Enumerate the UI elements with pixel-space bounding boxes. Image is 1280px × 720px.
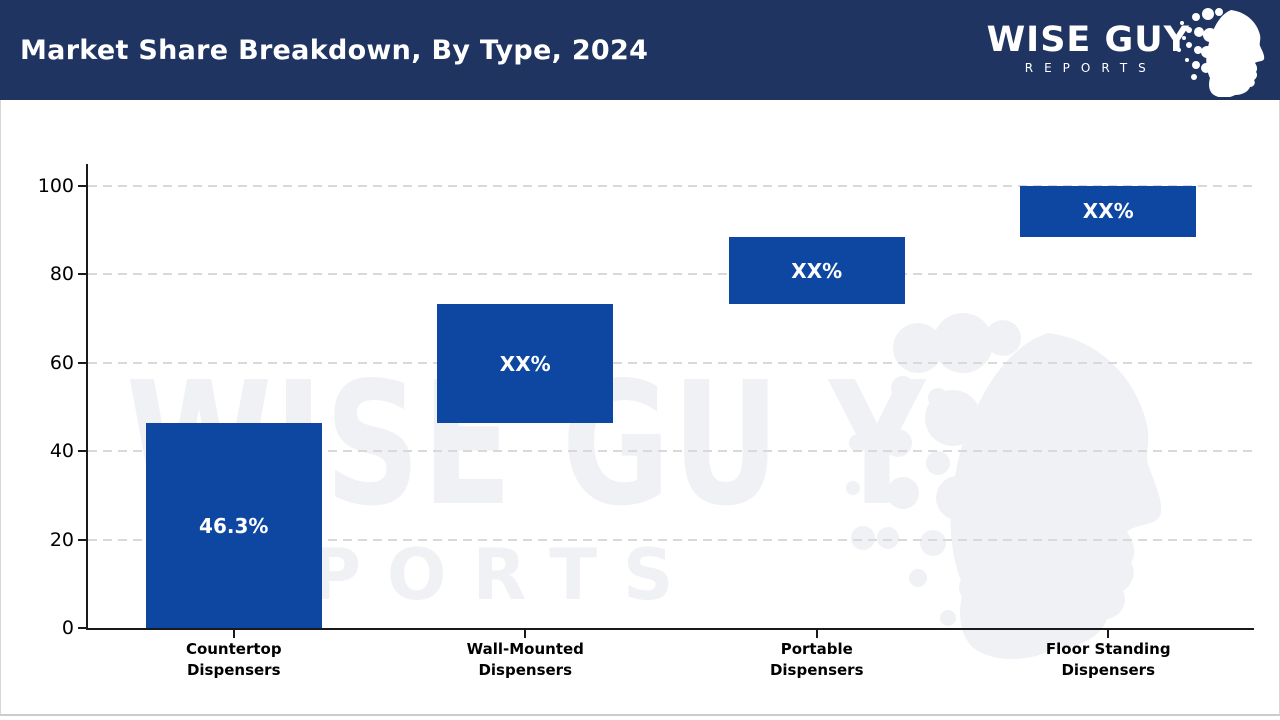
watermark-head-icon xyxy=(846,313,1162,660)
y-tick-label: 20 xyxy=(49,528,74,551)
brand-logo: WISE GUY REPORTS xyxy=(987,4,1274,98)
page-title: Market Share Breakdown, By Type, 2024 xyxy=(20,34,649,66)
bar-value-label: XX% xyxy=(791,258,843,283)
bottom-border xyxy=(0,714,1280,716)
gridline xyxy=(88,273,1254,276)
x-axis-spine xyxy=(86,628,1254,630)
bar-value-label: XX% xyxy=(1082,199,1134,224)
bar-value-label: 46.3% xyxy=(199,513,269,538)
bar-segment: XX% xyxy=(1020,186,1197,237)
y-tick-mark xyxy=(78,538,87,541)
category-label: Countertop Dispensers xyxy=(185,640,282,679)
x-tick-mark xyxy=(232,630,235,638)
brand-wordmark: WISE GUY REPORTS xyxy=(986,20,1190,76)
x-tick-mark xyxy=(1107,630,1110,638)
category-label: Portable Dispensers xyxy=(769,640,864,679)
y-tick-mark xyxy=(78,627,87,629)
gridline xyxy=(88,361,1254,364)
y-axis-spine xyxy=(86,164,88,630)
y-tick-label: 40 xyxy=(49,440,74,463)
x-tick-mark xyxy=(524,630,527,638)
gridline xyxy=(88,185,1254,187)
gridline xyxy=(88,450,1254,453)
y-tick-mark xyxy=(78,273,87,276)
y-tick-mark xyxy=(78,185,87,187)
bar-segment: XX% xyxy=(437,304,614,424)
y-tick-label: 100 xyxy=(37,175,74,197)
bar-segment: XX% xyxy=(728,236,905,305)
left-border xyxy=(0,100,1,716)
y-tick-label: 0 xyxy=(61,617,74,639)
header-band: Market Share Breakdown, By Type, 2024 WI… xyxy=(0,0,1280,100)
category-label: Wall-Mounted Dispensers xyxy=(466,640,584,679)
gridline xyxy=(88,538,1254,541)
x-tick-mark xyxy=(815,630,818,638)
y-tick-mark xyxy=(78,450,87,453)
y-tick-label: 60 xyxy=(49,351,74,374)
y-tick-mark xyxy=(78,361,87,364)
brand-head-icon xyxy=(1177,8,1265,97)
y-tick-label: 80 xyxy=(49,263,74,286)
bar-value-label: XX% xyxy=(499,351,551,376)
bar-segment: 46.3% xyxy=(145,423,322,628)
category-label: Floor Standing Dispensers xyxy=(1045,640,1171,679)
